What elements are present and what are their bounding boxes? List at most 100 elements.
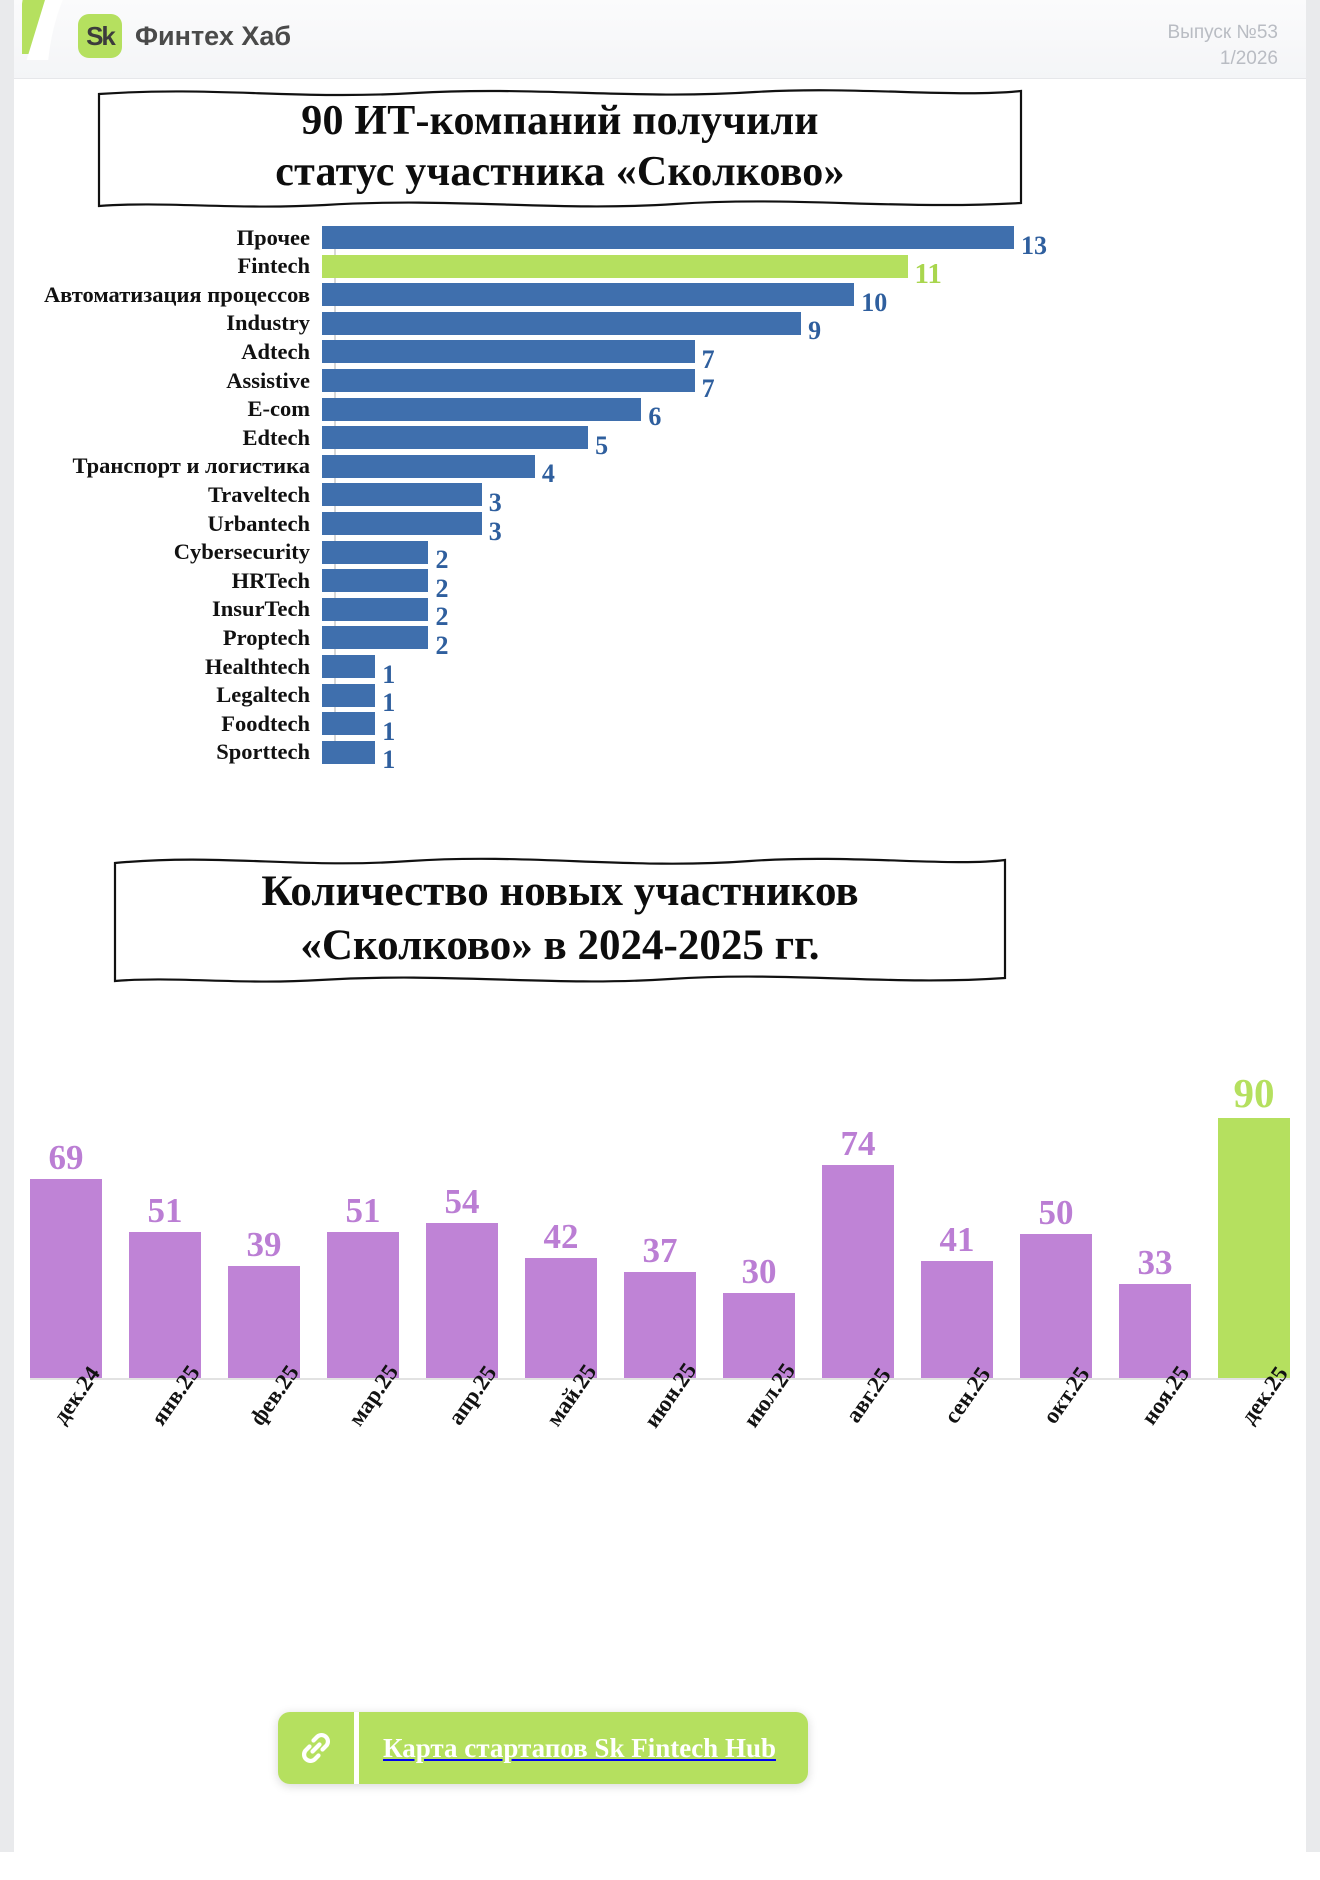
bar-track: 7 [322,369,1320,401]
bar-value-label: 3 [488,487,502,517]
column-value-label: 54 [444,1181,480,1221]
bar-value-label: 6 [648,402,662,432]
startup-map-link-button[interactable]: Карта стартапов Sk Fintech Hub [278,1712,808,1784]
section-1-title-line-2: статус участника «Сколково» [275,149,845,195]
column-value-label: 33 [1137,1242,1173,1282]
column-group: 37 [624,990,696,1380]
bar-value-label: 2 [435,602,449,632]
bar [322,226,1014,249]
table-row: Прочее 13 [0,224,1320,259]
bar [322,454,535,478]
bar-track: 10 [322,283,1320,315]
column-group: 50 [1020,990,1092,1380]
bar-track: 5 [322,426,1320,458]
column-value-label: 90 [1233,1070,1275,1116]
bar-category-label: HRTech [231,567,310,593]
bar [322,626,429,650]
bar [322,311,802,335]
bar-value-label: 3 [488,516,502,546]
table-row: Proptech 2 [0,624,1320,659]
bar-track: 1 [322,683,1320,716]
bar-category-label: Healthtech [205,653,310,679]
bar-track: 2 [322,626,1320,658]
issue-info: Выпуск №53 1/2026 [1167,20,1278,71]
bar-category-label: Traveltech [207,481,310,507]
bar-value-label: 7 [701,344,715,374]
sk-logo-icon: Sk [78,14,122,58]
left-gutter [0,0,14,1880]
column-value-label: 51 [147,1190,183,1230]
right-gutter [1306,0,1320,1880]
column-axis-label: июл.25 [723,1359,800,1510]
column-value-label: 50 [1038,1193,1074,1233]
column-group: 51 [327,990,399,1380]
bar-value-label: 13 [1021,230,1047,260]
bar-category-label: Fintech [237,253,311,279]
bar-category-label: InsurTech [212,596,310,622]
table-row: Urbantech 3 [0,510,1320,545]
bar-value-label: 5 [595,430,609,460]
bar-track: 1 [322,740,1320,773]
bar-category-label: Прочее [236,224,310,250]
column-bar [921,1260,993,1380]
bar-value-label: 2 [435,630,449,660]
bar-track: 2 [322,597,1320,630]
bar-track: 1 [322,655,1320,687]
column-bar [129,1231,201,1380]
bar-value-label: 1 [382,745,396,775]
bar-category-label: Urbantech [207,510,311,536]
bar-track: 1 [322,712,1320,744]
table-row: Edtech 5 [0,424,1320,459]
column-bar [1020,1234,1092,1380]
table-row: E-com 6 [0,396,1320,430]
bar-track: 3 [322,512,1320,544]
column-axis-label: апр.25 [426,1361,501,1510]
column-bar [228,1266,300,1380]
section-1-title-line-1: 90 ИТ-компаний получили [301,97,819,144]
bar-category-label: Proptech [222,624,310,650]
table-row: InsurTech 2 [0,596,1320,630]
column-axis-label: июн.25 [624,1358,701,1510]
bar-category-label: Adtech [241,338,310,364]
bar-category-label: Транспорт и логистика [72,453,311,479]
bar [322,740,376,764]
section-2-title-line-2: «Сколково» в 2024-2025 гг. [300,922,820,969]
column-bar [723,1292,795,1380]
column-axis-label: янв.25 [129,1361,205,1510]
table-row: Foodtech 1 [0,711,1320,745]
bar [322,597,429,621]
bar-track: 3 [322,483,1320,515]
bar-category-label: E-com [247,396,310,422]
bar-track: 7 [322,340,1320,372]
column-group: 33 [1119,990,1191,1380]
table-row: HRTech 2 [0,567,1320,602]
section-2-title-line-1: Количество новых участников [261,868,859,916]
bar-value-label: 4 [541,459,555,489]
column-value-label: 74 [840,1123,876,1163]
bar-value-label: 2 [435,545,449,575]
column-group: 30 [723,990,795,1380]
bar [322,254,908,278]
column-value-label: 51 [345,1190,381,1230]
column-value-label: 42 [543,1216,579,1256]
column-group: 69 [30,990,102,1380]
column-axis-label: окт.25 [1020,1362,1095,1510]
bar [322,540,429,564]
column-axis-label: авг.25 [822,1363,896,1510]
bar-value-label: 11 [914,257,942,290]
table-row: Legaltech 1 [0,682,1320,716]
table-row: Healthtech 1 [0,653,1320,688]
column-value-label: 37 [642,1231,678,1271]
column-chart-baseline [30,1378,1290,1380]
bar-track: 2 [322,569,1320,601]
column-axis-label: дек.24 [30,1362,105,1510]
section-2-title-card: Количество новых участников «Сколково» в… [110,852,1010,986]
bar-value-label: 1 [382,688,396,718]
bar-category-label: Edtech [242,424,311,450]
column-group: 42 [525,990,597,1380]
bar-value-label: 10 [861,287,888,317]
column-value-label: 30 [741,1251,777,1291]
wavy-border [113,857,1007,983]
bar-value-label: 7 [701,373,715,403]
